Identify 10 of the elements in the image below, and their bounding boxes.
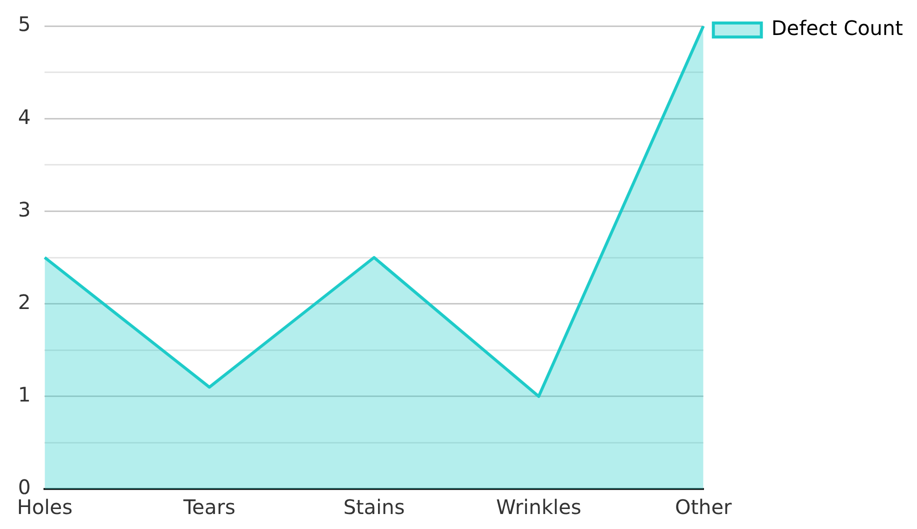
y-tick-label: 5 [18,12,31,36]
y-tick-label: 1 [18,382,31,407]
x-tick-label: Wrinkles [496,495,582,520]
y-tick-label: 4 [18,104,31,129]
y-tick-label: 2 [18,290,31,314]
x-tick-label: Other [674,495,733,520]
x-tick-label: Stains [343,495,405,520]
x-tick-label: Tears [182,495,236,520]
y-tick-label: 3 [18,197,31,222]
legend-label: Defect Count [771,16,904,40]
